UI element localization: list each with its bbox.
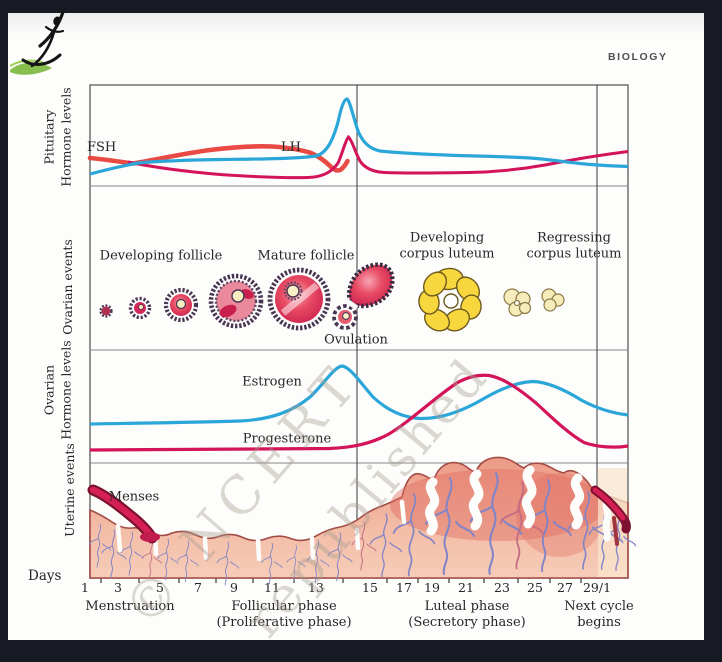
day-tick-label: 21 <box>458 580 474 595</box>
chart-grid <box>89 84 629 583</box>
page-top-shading <box>8 13 704 35</box>
right-gland-drip <box>602 496 612 542</box>
menses-label: Menses <box>108 489 160 505</box>
day-tick-label: 27 <box>557 580 573 595</box>
day-tick-label: 25 <box>527 580 543 595</box>
endometrium-tissue <box>89 456 629 579</box>
follicle-4 <box>208 273 264 329</box>
follicle-2 <box>128 296 152 320</box>
coiled-glands <box>425 465 585 536</box>
phase-label-luteal: Luteal phase (Secretory phase) <box>408 599 526 630</box>
days-axis-label: Days <box>28 568 62 584</box>
day-tick-label: 13 <box>308 580 324 595</box>
estrogen-curve-label: Estrogen <box>242 374 302 390</box>
day-tick-label: 17 <box>396 580 412 595</box>
day-tick-label: 11 <box>264 580 280 595</box>
follicle-3 <box>163 287 199 323</box>
fsh-curve-label: FSH <box>87 140 117 155</box>
day-tick-label: 3 <box>114 580 122 595</box>
phase-label-next-cycle: Next cycle begins <box>564 599 634 630</box>
estrogen-curve <box>89 364 629 426</box>
pituitary-curves <box>87 97 629 180</box>
follicle-1 <box>99 304 113 318</box>
day-tick-label: 19 <box>424 580 440 595</box>
follicle-series <box>99 262 565 332</box>
day-tick-label: 15 <box>362 580 378 595</box>
day-tick-marks <box>100 578 582 583</box>
menses-streak-left <box>87 484 160 544</box>
label-mature-follicle: Mature follicle <box>257 248 355 264</box>
lh-curve <box>89 97 629 176</box>
day-tick-label: 7 <box>194 580 202 595</box>
follicle-5-mature <box>267 267 331 331</box>
day-tick-label: 29/1 <box>582 580 612 595</box>
ncert-logo-icon <box>10 10 65 75</box>
label-developing-corpus-luteum: Developing corpus luteum <box>399 230 495 262</box>
released-ovum <box>345 262 395 311</box>
label-developing-follicle: Developing follicle <box>99 248 223 264</box>
phase-label-menstruation: Menstruation <box>85 599 175 614</box>
menses-streak-right <box>590 485 631 546</box>
running-header: BIOLOGY <box>608 51 668 63</box>
regressing-corpus-luteum <box>503 288 565 317</box>
day-tick-label: 1 <box>81 580 89 595</box>
lh-curve-label: LH <box>281 140 301 155</box>
fsh-curve <box>127 134 629 180</box>
phase-label-follicular: Follicular phase (Proliferative phase) <box>216 599 352 630</box>
day-tick-label: 23 <box>494 580 510 595</box>
ovarian-hormone-curves <box>89 364 629 452</box>
label-regressing-corpus-luteum: Regressing corpus luteum <box>526 230 622 262</box>
progesterone-curve <box>89 373 629 452</box>
endometrium <box>87 456 637 586</box>
day-tick-label: 5 <box>156 580 164 595</box>
progesterone-curve-label: Progesterone <box>242 431 332 447</box>
corpus-luteum <box>418 267 482 332</box>
ovulation-follicle <box>332 304 358 330</box>
day-tick-label: 9 <box>230 580 238 595</box>
label-ovulation: Ovulation <box>324 332 388 348</box>
